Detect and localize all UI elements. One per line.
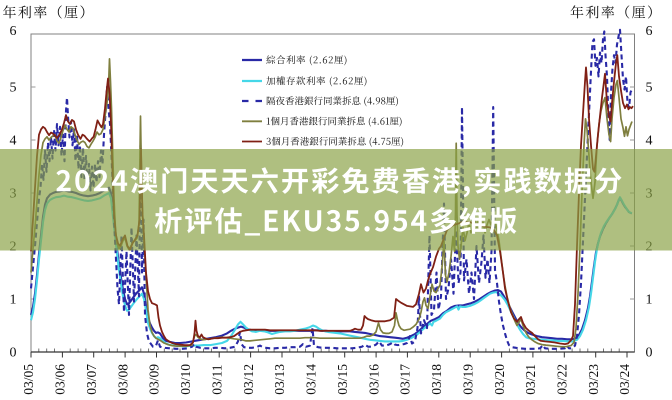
svg-text:03/17: 03/17 bbox=[398, 364, 413, 395]
svg-text:03/13: 03/13 bbox=[272, 364, 287, 395]
svg-text:1: 1 bbox=[10, 292, 17, 307]
svg-text:03/11: 03/11 bbox=[209, 365, 224, 395]
svg-text:03/05: 03/05 bbox=[21, 364, 36, 395]
svg-text:5: 5 bbox=[646, 80, 653, 95]
svg-text:03/12: 03/12 bbox=[241, 364, 256, 395]
svg-text:03/19: 03/19 bbox=[460, 364, 475, 395]
svg-text:4: 4 bbox=[10, 133, 17, 148]
svg-text:03/22: 03/22 bbox=[555, 364, 570, 395]
svg-text:03/06: 03/06 bbox=[53, 364, 68, 395]
svg-text:03/21: 03/21 bbox=[523, 364, 538, 395]
svg-text:03/20: 03/20 bbox=[492, 364, 507, 395]
svg-text:1: 1 bbox=[646, 292, 653, 307]
svg-text:03/10: 03/10 bbox=[178, 364, 193, 395]
svg-text:03/07: 03/07 bbox=[84, 364, 99, 395]
svg-text:03/23: 03/23 bbox=[586, 364, 601, 395]
svg-text:6: 6 bbox=[10, 24, 17, 39]
svg-text:03/24: 03/24 bbox=[617, 364, 632, 395]
svg-text:03/14: 03/14 bbox=[304, 364, 319, 395]
svg-text:03/18: 03/18 bbox=[429, 364, 444, 395]
svg-text:0: 0 bbox=[10, 345, 17, 360]
svg-text:03/09: 03/09 bbox=[147, 364, 162, 395]
svg-text:0: 0 bbox=[646, 345, 653, 360]
svg-text:03/08: 03/08 bbox=[115, 364, 130, 395]
svg-text:4: 4 bbox=[646, 133, 653, 148]
svg-text:03/16: 03/16 bbox=[366, 364, 381, 395]
svg-text:6: 6 bbox=[646, 24, 653, 39]
svg-text:03/15: 03/15 bbox=[335, 364, 350, 395]
svg-text:5: 5 bbox=[10, 80, 17, 95]
